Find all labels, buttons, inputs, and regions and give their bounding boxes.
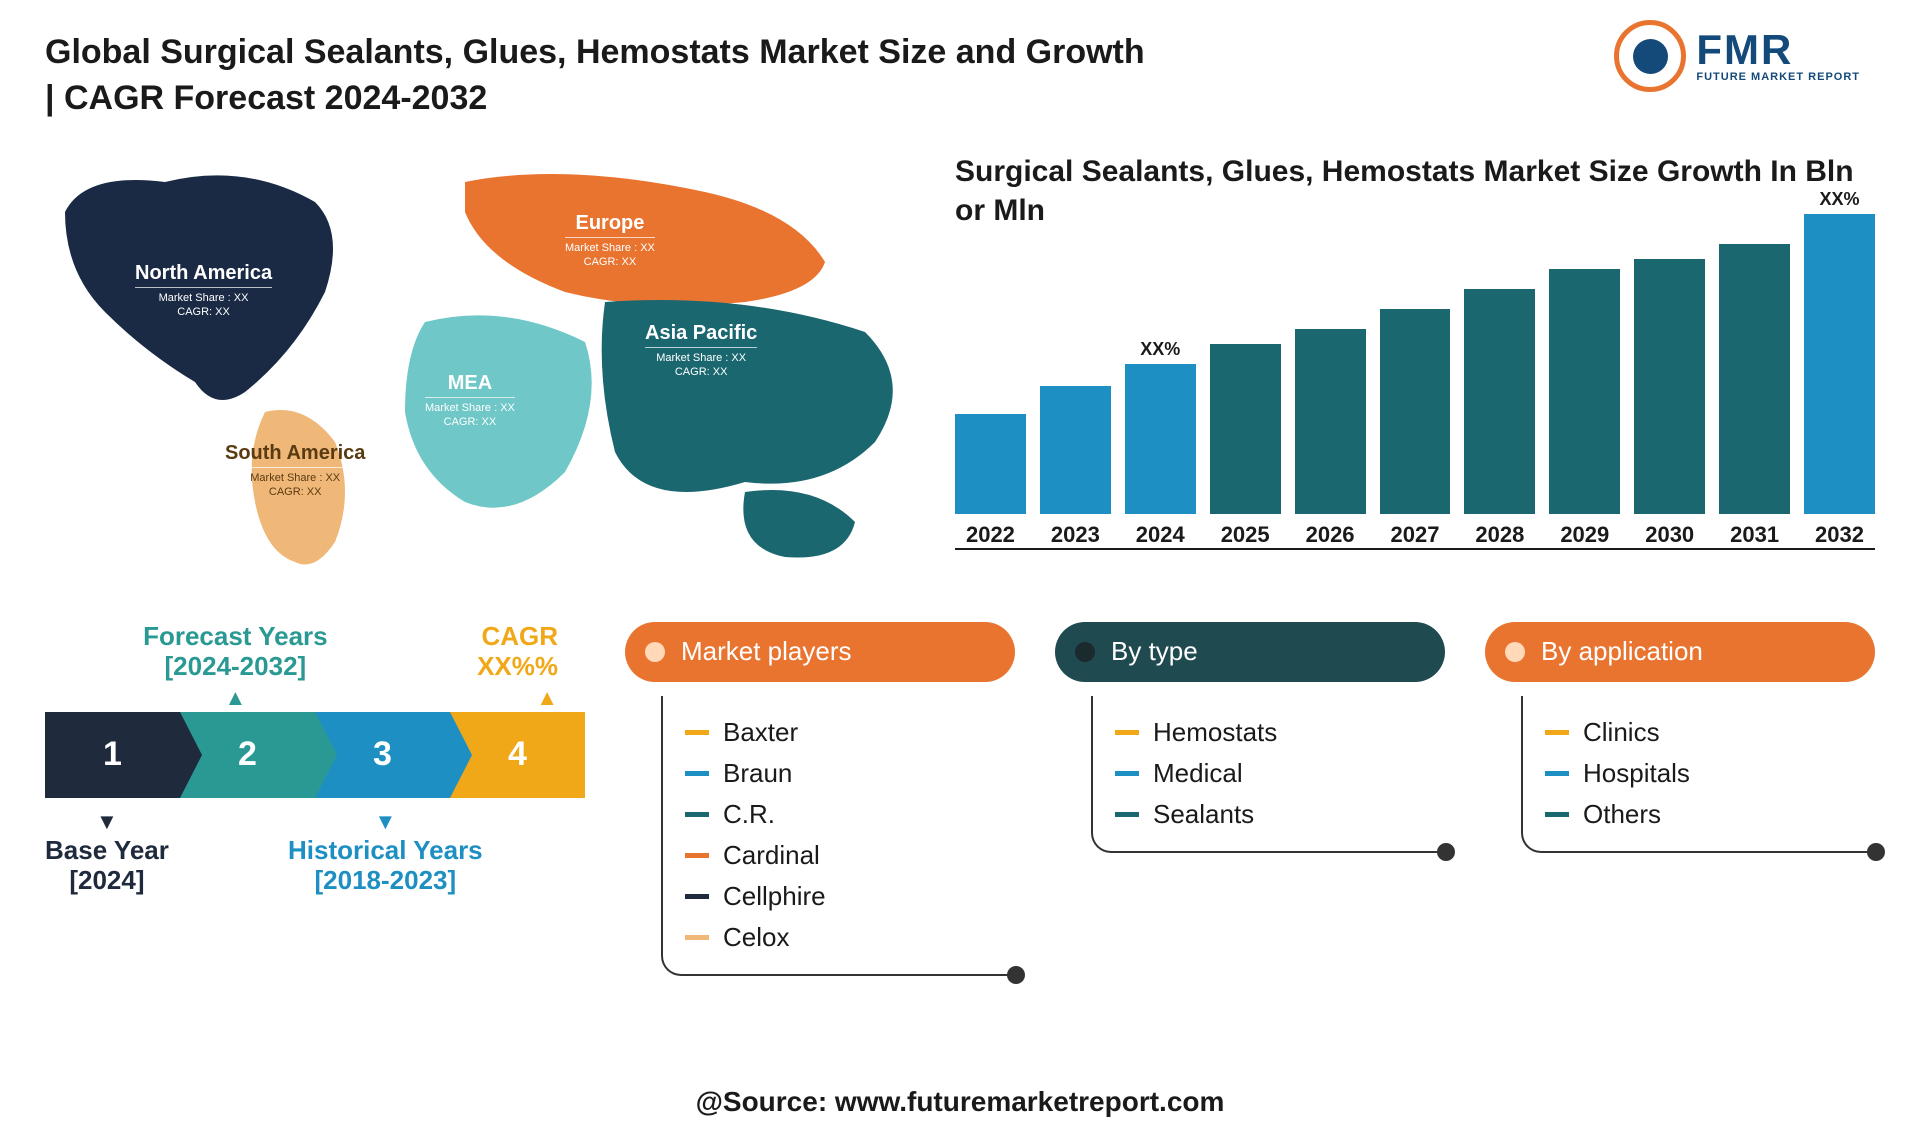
cat-item: Medical	[1115, 753, 1435, 794]
world-map: North AmericaMarket Share : XXCAGR: XX So…	[45, 152, 915, 572]
bar-2030: 2030	[1634, 255, 1705, 548]
cat-item: Hospitals	[1545, 753, 1865, 794]
cat-item: Celox	[685, 917, 1005, 958]
bar-2026: 2026	[1295, 325, 1366, 548]
bar-2024: XX%2024	[1125, 339, 1196, 548]
logo-fmr: FMR	[1696, 29, 1860, 71]
map-region-asia-pacific: Asia PacificMarket Share : XXCAGR: XX	[645, 322, 757, 380]
timeline-base-label: ▼Base Year[2024]	[45, 806, 169, 896]
bar-2028: 2028	[1464, 285, 1535, 548]
map-region-mea: MEAMarket Share : XXCAGR: XX	[425, 372, 515, 430]
cat-item: Braun	[685, 753, 1005, 794]
bar-chart-title: Surgical Sealants, Glues, Hemostats Mark…	[955, 152, 1875, 230]
map-region-europe: EuropeMarket Share : XXCAGR: XX	[565, 212, 655, 270]
category-header: Market players	[625, 622, 1015, 682]
map-svg	[45, 152, 915, 572]
cat-item: Sealants	[1115, 794, 1435, 835]
cat-item: Cellphire	[685, 876, 1005, 917]
cat-item: Clinics	[1545, 712, 1865, 753]
cat-item: C.R.	[685, 794, 1005, 835]
category-market-players: Market playersBaxterBraunC.R.CardinalCel…	[625, 622, 1015, 976]
category-header: By type	[1055, 622, 1445, 682]
logo-subtitle: FUTURE MARKET REPORT	[1696, 71, 1860, 83]
map-region-south-america: South AmericaMarket Share : XXCAGR: XX	[225, 442, 365, 500]
category-header: By application	[1485, 622, 1875, 682]
main-title: Global Surgical Sealants, Glues, Hemosta…	[45, 30, 1145, 122]
bar-2027: 2027	[1380, 305, 1451, 548]
timeline-segment-1: 1	[45, 712, 180, 798]
fmr-logo: FMR FUTURE MARKET REPORT	[1614, 20, 1860, 92]
category-by-application: By application ClinicsHospitalsOthers	[1485, 622, 1875, 976]
bar-chart: Surgical Sealants, Glues, Hemostats Mark…	[955, 152, 1875, 572]
map-region-north-america: North AmericaMarket Share : XXCAGR: XX	[135, 262, 272, 320]
bar-2025: 2025	[1210, 340, 1281, 548]
category-by-type: By type HemostatsMedicalSealants	[1055, 622, 1445, 976]
timeline-historical-label: ▼Historical Years[2018-2023]	[288, 806, 483, 896]
bar-2029: 2029	[1549, 265, 1620, 548]
timeline: Forecast Years[2024-2032]▲ CAGRXX%%▲ 123…	[45, 622, 585, 976]
bar-2023: 2023	[1040, 382, 1111, 548]
bar-2022: 2022	[955, 410, 1026, 548]
source-text: @Source: www.futuremarketreport.com	[696, 1086, 1225, 1118]
logo-icon	[1614, 20, 1686, 92]
cat-item: Cardinal	[685, 835, 1005, 876]
bar-2032: XX%2032	[1804, 189, 1875, 548]
bar-2031: 2031	[1719, 240, 1790, 548]
timeline-forecast-label: Forecast Years[2024-2032]▲	[143, 622, 328, 712]
cat-item: Baxter	[685, 712, 1005, 753]
cat-item: Others	[1545, 794, 1865, 835]
cat-item: Hemostats	[1115, 712, 1435, 753]
timeline-cagr-label: CAGRXX%%▲	[477, 622, 558, 712]
